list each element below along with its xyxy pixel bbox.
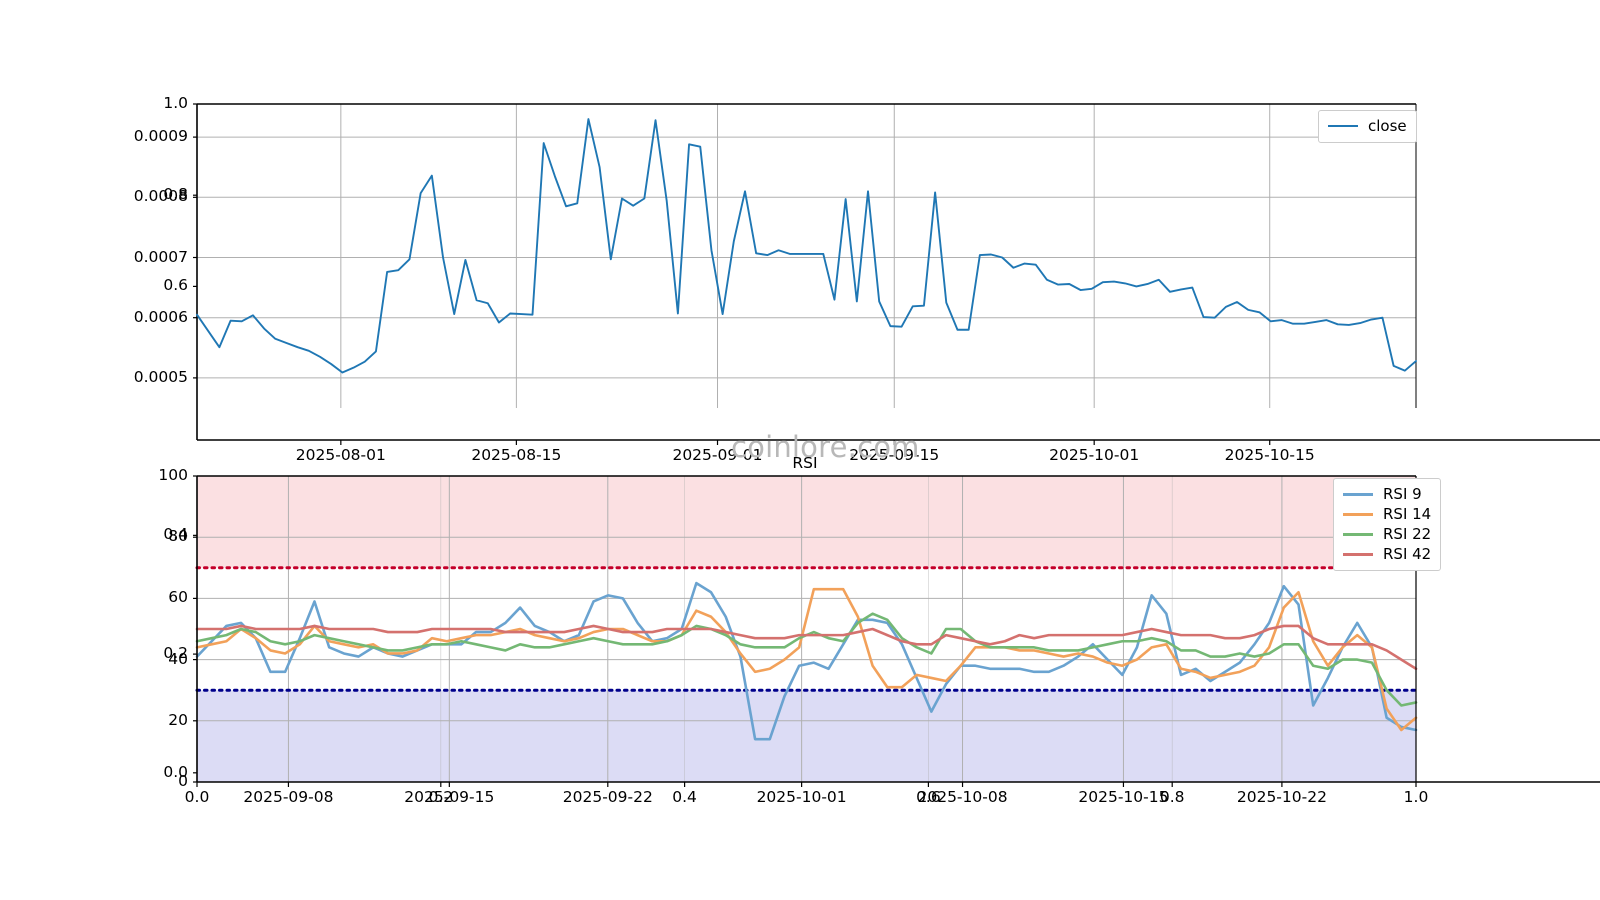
axis-tick-label: 0.6: [163, 276, 188, 295]
axis-tick-label: 0.0009: [133, 127, 188, 146]
axis-tick-label: 2025-10-15: [1224, 446, 1315, 464]
axis-tick-label: 2025-10-22: [1236, 788, 1327, 806]
rsi-series-line-3: [195, 624, 1418, 671]
legend-label: RSI 9: [1383, 485, 1422, 503]
axis-tick-label: 0.4: [163, 525, 188, 544]
axis-tick-label: 1.0: [163, 94, 188, 112]
rsi-legend[interactable]: RSI 9 RSI 14 RSI 22 RSI 42: [1333, 478, 1442, 571]
axis-tick-label: 0.2: [163, 644, 188, 663]
rsi-plot-svg: [193, 475, 1600, 787]
axis-tick-label: 0.0: [163, 762, 188, 781]
axis-tick-label: 20: [168, 710, 188, 729]
axis-tick-label: 0.0: [184, 788, 210, 806]
axis-tick-label: 0.6: [916, 788, 941, 806]
legend-label: RSI 22: [1383, 525, 1432, 543]
axis-tick-label: 2025-10-15: [1078, 788, 1169, 806]
oversold-zone: [197, 690, 1416, 782]
axis-tick-label: 2025-10-01: [756, 788, 847, 806]
legend-line-icon: [1328, 125, 1358, 127]
watermark: coinlore.com: [731, 430, 920, 464]
legend-item[interactable]: RSI 42: [1343, 544, 1431, 564]
legend-label: close: [1368, 117, 1407, 135]
axis-tick-label: 60: [168, 588, 188, 607]
rsi-series-line-0: [195, 581, 1418, 741]
axis-tick-label: 80: [168, 527, 188, 546]
legend-item[interactable]: RSI 22: [1343, 524, 1431, 544]
axis-tick-label: 2025-09-08: [243, 788, 334, 806]
axis-tick-label: 2025-08-15: [471, 446, 562, 464]
axis-tick-label: 40: [168, 649, 188, 668]
legend-label: RSI 42: [1383, 545, 1432, 563]
axis-tick-label: 0.0007: [133, 247, 188, 266]
axis-tick-label: 0: [178, 772, 188, 790]
price-plot-svg: [193, 103, 1600, 445]
axis-tick-label: 2025-10-08: [917, 788, 1008, 806]
axis-tick-label: 0.4: [672, 788, 697, 806]
price-close-line: [196, 118, 1417, 374]
axis-tick-label: 2025-08-01: [295, 446, 386, 464]
legend-line-icon: [1343, 532, 1373, 536]
legend-item[interactable]: RSI 14: [1343, 504, 1431, 524]
legend-item[interactable]: close: [1328, 116, 1407, 136]
rsi-series-line-1: [195, 587, 1418, 732]
legend-item[interactable]: RSI 9: [1343, 484, 1431, 504]
axis-tick-label: 2025-09-22: [562, 788, 653, 806]
axis-tick-label: 0.8: [1159, 788, 1185, 806]
axis-tick-label: 1.0: [1403, 788, 1429, 806]
price-legend[interactable]: close: [1318, 110, 1417, 143]
legend-line-icon: [1343, 512, 1373, 516]
axis-tick-label: 0.2: [428, 788, 454, 806]
axis-tick-label: 0.8: [163, 185, 188, 204]
legend-label: RSI 14: [1383, 505, 1432, 523]
axis-tick-label: 2025-09-01: [672, 446, 763, 464]
axis-tick-label: 100: [158, 466, 188, 484]
axis-tick-label: 0.0005: [133, 367, 188, 386]
axis-tick-label: 2025-09-15: [849, 446, 940, 464]
rsi-panel: [0, 455, 1600, 900]
legend-line-icon: [1343, 492, 1373, 496]
legend-line-icon: [1343, 552, 1373, 556]
axis-tick-label: 0.0008: [133, 187, 188, 206]
price-panel: [193, 103, 1600, 445]
rsi-title: RSI: [792, 454, 818, 472]
axis-tick-label: 0.0006: [133, 307, 188, 326]
overbought-zone: [197, 476, 1416, 568]
axis-tick-label: 2025-10-01: [1049, 446, 1140, 464]
axis-tick-label: 2025-09-15: [404, 788, 495, 806]
